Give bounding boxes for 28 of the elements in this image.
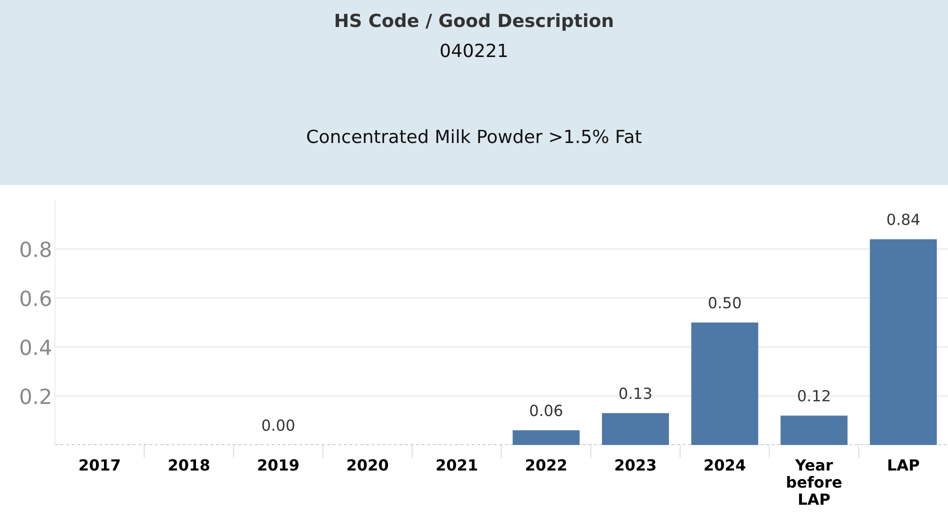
data-label: 0.00 <box>262 419 294 431</box>
x-tick-label: Year before LAP <box>787 459 842 505</box>
x-tick-label: 2024 <box>704 459 746 471</box>
chart-subtitle: 040221 <box>440 44 507 58</box>
data-label: 0.06 <box>530 404 562 416</box>
bar <box>512 430 580 445</box>
x-tick-label: LAP <box>888 459 920 470</box>
data-label: 0.12 <box>798 390 830 402</box>
bar <box>691 322 758 445</box>
x-tick-label: 2020 <box>348 459 388 471</box>
data-label: 0.13 <box>619 388 652 400</box>
y-tick-label: 0.2 <box>20 388 50 404</box>
x-tick-label: 2023 <box>615 459 656 471</box>
bar <box>780 416 848 445</box>
y-tick-label: 0.8 <box>20 241 51 258</box>
x-tick-label: 2019 <box>258 459 299 471</box>
x-tick-label: 2021 <box>436 459 478 471</box>
x-tick-label: 2017 <box>80 459 120 471</box>
bar <box>870 239 937 445</box>
bar <box>602 413 669 445</box>
x-tick-label: 2018 <box>168 459 210 471</box>
x-tick-label: 2022 <box>526 459 566 471</box>
chart-title: HS Code / Good Description <box>336 13 613 31</box>
text: Concentrated Milk Powder >1.5% Fat <box>307 129 642 144</box>
data-label: 0.50 <box>708 296 741 308</box>
y-tick-label: 0.4 <box>20 339 52 356</box>
y-tick-label: 0.6 <box>20 290 51 306</box>
data-label: 0.84 <box>887 214 920 226</box>
